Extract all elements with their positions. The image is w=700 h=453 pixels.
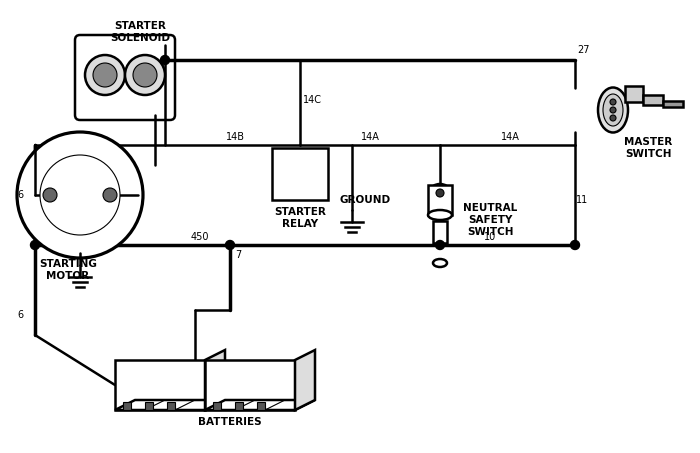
Text: 6: 6 xyxy=(17,190,23,200)
Text: GROUND: GROUND xyxy=(340,195,391,205)
Text: 14A: 14A xyxy=(360,132,379,142)
Text: MASTER
SWITCH: MASTER SWITCH xyxy=(624,137,672,159)
Text: 6: 6 xyxy=(17,310,23,320)
Ellipse shape xyxy=(428,210,452,220)
Circle shape xyxy=(160,56,169,64)
Bar xyxy=(433,221,447,243)
Ellipse shape xyxy=(603,94,623,126)
Circle shape xyxy=(570,241,580,250)
Circle shape xyxy=(43,188,57,202)
Text: NEUTRAL
SAFETY
SWITCH: NEUTRAL SAFETY SWITCH xyxy=(463,203,517,236)
Text: 11: 11 xyxy=(576,195,588,205)
Bar xyxy=(213,402,221,410)
Polygon shape xyxy=(295,350,315,410)
Circle shape xyxy=(436,189,444,197)
Circle shape xyxy=(40,155,120,235)
Circle shape xyxy=(435,241,444,250)
Polygon shape xyxy=(205,350,225,410)
Circle shape xyxy=(85,55,125,95)
Bar xyxy=(428,185,452,215)
Text: 27: 27 xyxy=(578,45,590,55)
Circle shape xyxy=(610,107,616,113)
Text: 7: 7 xyxy=(235,250,241,260)
Circle shape xyxy=(31,241,39,250)
Text: STARTING
MOTOR: STARTING MOTOR xyxy=(39,259,97,281)
Bar xyxy=(205,360,295,410)
Bar xyxy=(167,402,175,410)
Circle shape xyxy=(225,241,234,250)
Circle shape xyxy=(17,132,143,258)
Text: STARTER
RELAY: STARTER RELAY xyxy=(274,207,326,229)
Polygon shape xyxy=(205,400,315,410)
Bar xyxy=(272,148,328,200)
Text: 14A: 14A xyxy=(500,132,519,142)
Circle shape xyxy=(103,188,117,202)
Circle shape xyxy=(610,115,616,121)
Bar xyxy=(145,402,153,410)
Polygon shape xyxy=(115,400,225,410)
Text: BATTERIES: BATTERIES xyxy=(198,417,262,427)
Ellipse shape xyxy=(598,87,628,132)
Bar xyxy=(663,101,683,107)
Bar xyxy=(643,95,663,105)
Bar xyxy=(257,402,265,410)
Circle shape xyxy=(93,63,117,87)
Bar xyxy=(625,86,643,102)
Ellipse shape xyxy=(431,184,449,196)
Ellipse shape xyxy=(433,259,447,267)
Bar xyxy=(115,360,205,410)
Bar xyxy=(235,402,243,410)
Circle shape xyxy=(125,55,165,95)
Text: 14C: 14C xyxy=(302,95,321,105)
Text: 14B: 14B xyxy=(225,132,244,142)
Circle shape xyxy=(133,63,157,87)
Bar xyxy=(123,402,131,410)
FancyBboxPatch shape xyxy=(75,35,175,120)
Circle shape xyxy=(610,99,616,105)
Text: STARTER
SOLENOID: STARTER SOLENOID xyxy=(110,21,170,43)
Text: 450: 450 xyxy=(190,232,209,242)
Text: 10: 10 xyxy=(484,232,496,242)
